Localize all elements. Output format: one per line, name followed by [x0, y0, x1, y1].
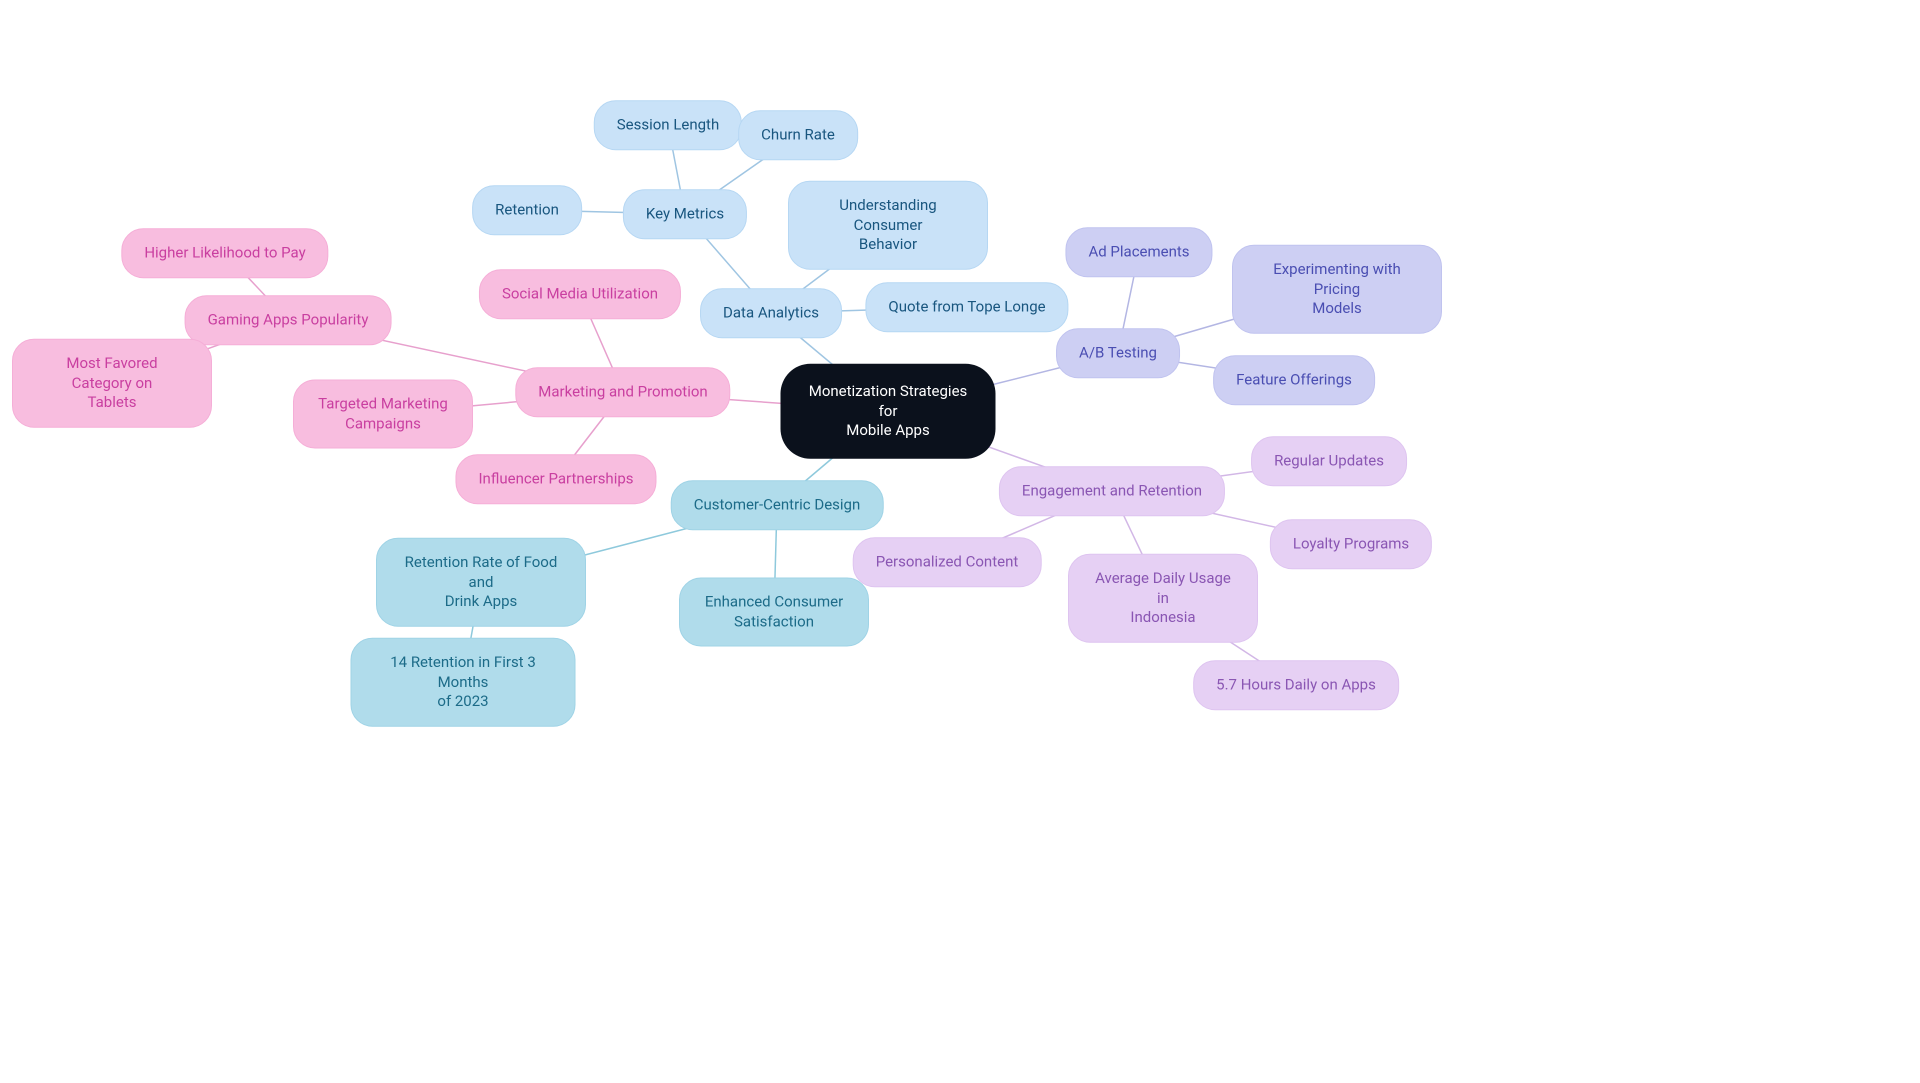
node-root: Monetization Strategies for Mobile Apps — [781, 364, 996, 459]
mindmap-canvas: Monetization Strategies for Mobile Apps D… — [0, 0, 1920, 1083]
node-enhanced_sat: Enhanced Consumer Satisfaction — [679, 578, 869, 647]
node-hours57: 5.7 Hours Daily on Apps — [1193, 660, 1399, 710]
node-marketing: Marketing and Promotion — [515, 367, 730, 417]
node-higher_pay: Higher Likelihood to Pay — [121, 228, 328, 278]
node-most_favored: Most Favored Category on Tablets — [12, 339, 212, 428]
node-feature_offer: Feature Offerings — [1213, 355, 1375, 405]
node-personalized: Personalized Content — [853, 537, 1042, 587]
node-retention: Retention — [472, 185, 582, 235]
node-engagement: Engagement and Retention — [999, 466, 1225, 516]
node-data_analytics: Data Analytics — [700, 288, 842, 338]
node-influencer: Influencer Partnerships — [455, 454, 656, 504]
node-social_media: Social Media Utilization — [479, 269, 681, 319]
node-ad_placements: Ad Placements — [1065, 227, 1212, 277]
node-session_length: Session Length — [594, 100, 742, 150]
node-ret14: 14 Retention in First 3 Months of 2023 — [351, 638, 576, 727]
node-ret_food: Retention Rate of Food and Drink Apps — [376, 538, 586, 627]
node-key_metrics: Key Metrics — [623, 189, 747, 239]
node-churn_rate: Churn Rate — [738, 110, 858, 160]
node-consumer_beh: Understanding Consumer Behavior — [788, 181, 988, 270]
node-avg_usage: Average Daily Usage in Indonesia — [1068, 554, 1258, 643]
node-gaming: Gaming Apps Popularity — [185, 295, 392, 345]
node-targeted: Targeted Marketing Campaigns — [293, 380, 473, 449]
node-ab_testing: A/B Testing — [1056, 328, 1180, 378]
node-regular_updates: Regular Updates — [1251, 436, 1407, 486]
node-quote_tope: Quote from Tope Longe — [865, 282, 1068, 332]
node-cust_centric: Customer-Centric Design — [671, 480, 884, 530]
node-loyalty: Loyalty Programs — [1270, 519, 1432, 569]
node-pricing_models: Experimenting with Pricing Models — [1232, 245, 1442, 334]
